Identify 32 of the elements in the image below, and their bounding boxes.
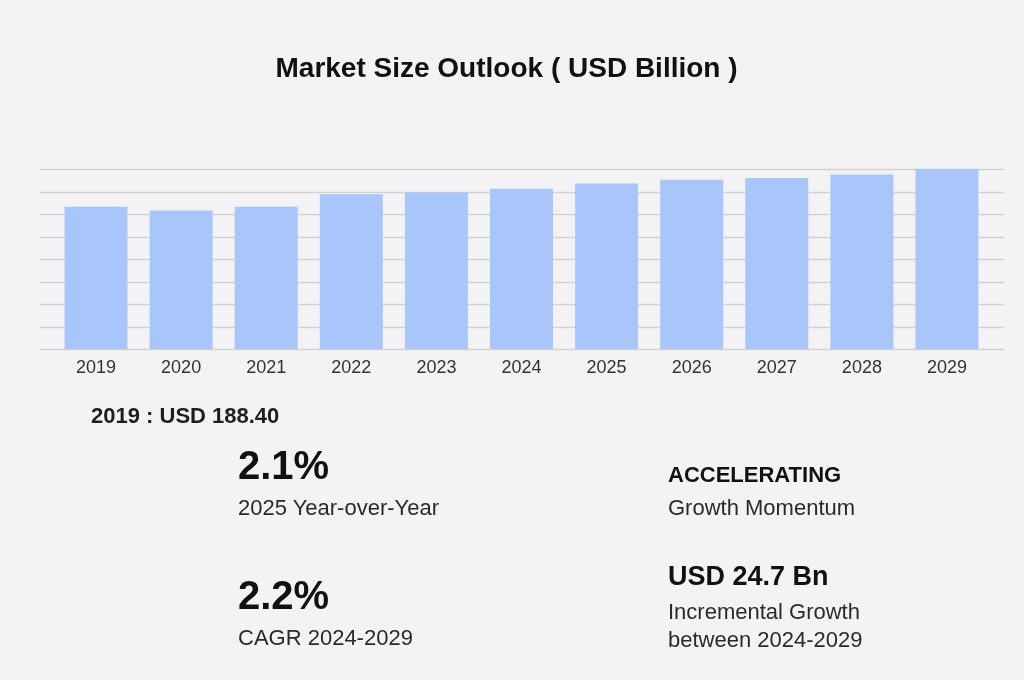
bar bbox=[830, 174, 894, 349]
bar bbox=[149, 210, 213, 349]
text: 2.1% bbox=[238, 443, 330, 487]
x-tick-label: 2021 bbox=[246, 356, 287, 377]
bar bbox=[319, 194, 383, 349]
text: USD 24.7 Bn bbox=[668, 561, 829, 591]
bar bbox=[745, 178, 809, 349]
bar bbox=[575, 183, 639, 349]
bar bbox=[64, 206, 128, 349]
text: Incremental Growth between 2024-2029 bbox=[668, 599, 863, 652]
bar bbox=[404, 192, 468, 349]
x-tick-label: 2022 bbox=[331, 356, 372, 377]
bar bbox=[660, 179, 724, 349]
x-tick-label: 2028 bbox=[841, 356, 882, 377]
x-tick-label: 2025 bbox=[586, 356, 627, 377]
text: 2025 Year-over-Year bbox=[238, 495, 440, 520]
x-tick-label: 2024 bbox=[501, 356, 542, 377]
bar bbox=[234, 206, 298, 349]
x-tick-label: 2023 bbox=[416, 356, 457, 377]
x-tick-label: 2026 bbox=[671, 356, 712, 377]
text: 2.2% bbox=[238, 573, 330, 617]
text: ACCELERATING bbox=[668, 462, 842, 487]
x-tick-label: 2027 bbox=[756, 356, 797, 377]
x-tick-label: 2019 bbox=[75, 356, 117, 377]
text: Growth Momentum bbox=[668, 495, 856, 520]
bar bbox=[915, 169, 979, 349]
text: CAGR 2024-2029 bbox=[238, 625, 413, 650]
x-tick-label: 2029 bbox=[926, 356, 968, 377]
x-tick-label: 2020 bbox=[161, 356, 202, 377]
text: 2019 : USD 188.40 bbox=[91, 403, 280, 428]
chart-title: Market Size Outlook ( USD Billion ) bbox=[275, 52, 738, 83]
bar bbox=[490, 188, 553, 349]
